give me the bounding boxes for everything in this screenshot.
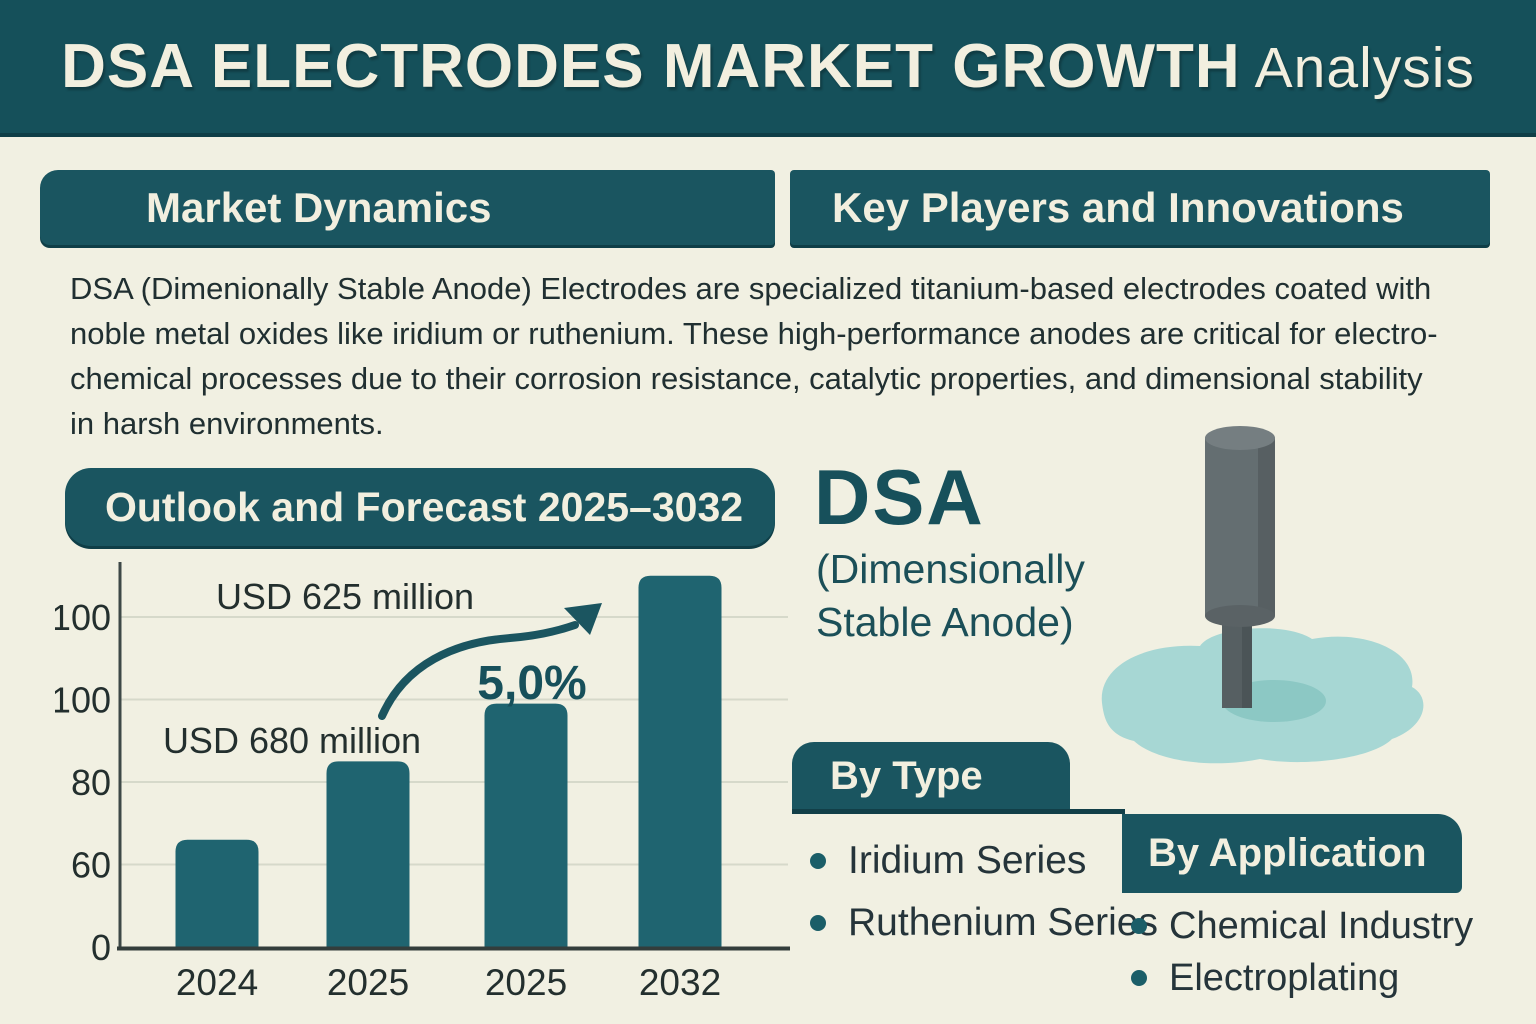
dsa-expansion-line: Stable Anode): [816, 599, 1074, 645]
electrode-body-shade: [1258, 438, 1275, 616]
y-tick-label: 80: [71, 762, 111, 803]
page-title: DSA ELECTRODES MARKET GROWTH Analysis: [61, 31, 1475, 102]
section-banner-label: Key Players and Innovations: [832, 183, 1404, 231]
section-banner-key-players: Key Players and Innovations: [790, 170, 1490, 245]
description-paragraph: DSA (Dimenionally Stable Anode) Electrod…: [70, 266, 1510, 446]
y-tick-label: 60: [71, 845, 111, 886]
page-title-main: DSA ELECTRODES MARKET GROWTH: [61, 32, 1241, 101]
electrode-top-cap: [1205, 426, 1275, 450]
annotation-growth_rate: 5,0%: [477, 657, 586, 710]
forecast-banner: Outlook and Forecast 2025–3032: [65, 468, 775, 546]
list-item-label: Chemical Industry: [1169, 904, 1474, 947]
bar-2025: [326, 761, 410, 947]
by-application-list: Chemical Industry Electroplating: [1131, 900, 1473, 1004]
list-item-label: Iridium Series: [848, 839, 1087, 882]
list-item-label: Ruthenium Series: [848, 901, 1158, 944]
bar-2025: [484, 703, 568, 947]
x-tick-label: 2025: [327, 962, 409, 1003]
list-item-label: Electroplating: [1169, 956, 1400, 999]
dsa-expansion: (Dimensionally Stable Anode): [816, 543, 1085, 649]
x-tick-label: 2025: [485, 962, 567, 1003]
electrode-rod-shade: [1242, 613, 1252, 708]
dsa-acronym: DSA: [814, 453, 985, 541]
by-application-banner-label: By Application: [1148, 831, 1427, 875]
header-bar: DSA ELECTRODES MARKET GROWTH Analysis: [0, 0, 1536, 137]
banner-connector-line: [792, 809, 1125, 814]
description-line: chemical processes due to their corrosio…: [70, 361, 1423, 396]
bullet-dot: [810, 915, 826, 931]
bar-2024: [175, 839, 259, 947]
bullet-dot: [1131, 970, 1147, 986]
y-tick-label: 100: [55, 680, 111, 721]
by-type-list: Iridium Series Ruthenium Series: [810, 830, 1158, 954]
list-item: Electroplating: [1131, 952, 1473, 1004]
section-banner-label: Market Dynamics: [146, 183, 492, 231]
bar-2032: [638, 575, 722, 947]
bullet-dot: [1131, 918, 1147, 934]
bullet-dot: [810, 853, 826, 869]
y-tick-label: 0: [91, 927, 111, 968]
annotation-value_top: USD 625 million: [216, 576, 474, 617]
x-tick-label: 2024: [176, 962, 258, 1003]
forecast-bar-chart: 0 60 80 100 100 2024 2025 2025 2032 USD 625 milli…: [55, 562, 790, 1003]
by-type-banner: By Type: [792, 742, 1070, 811]
forecast-banner-label: Outlook and Forecast 2025–3032: [105, 483, 744, 530]
description-line: noble metal oxides like iridium or ruthe…: [70, 316, 1438, 351]
by-application-banner: By Application: [1122, 814, 1462, 893]
description-line: DSA (Dimenionally Stable Anode) Electrod…: [70, 271, 1432, 306]
section-banner-market-dynamics: Market Dynamics: [40, 170, 775, 245]
x-tick-label: 2032: [639, 962, 721, 1003]
list-item: Ruthenium Series: [810, 892, 1158, 954]
growth-arrow: [378, 621, 579, 720]
description-line: in harsh environments.: [70, 406, 384, 441]
electrode-illustration: [1101, 426, 1424, 764]
dsa-expansion-line: (Dimensionally: [816, 546, 1085, 592]
growth-arrow-head: [564, 603, 602, 635]
annotation-value_mid: USD 680 million: [163, 720, 421, 761]
page-title-suffix: Analysis: [1254, 36, 1475, 100]
list-item: Chemical Industry: [1131, 900, 1473, 952]
by-type-banner-label: By Type: [830, 754, 983, 798]
y-tick-label: 100: [55, 597, 111, 638]
list-item: Iridium Series: [810, 830, 1158, 892]
electrode-bottom-cap: [1205, 605, 1275, 627]
